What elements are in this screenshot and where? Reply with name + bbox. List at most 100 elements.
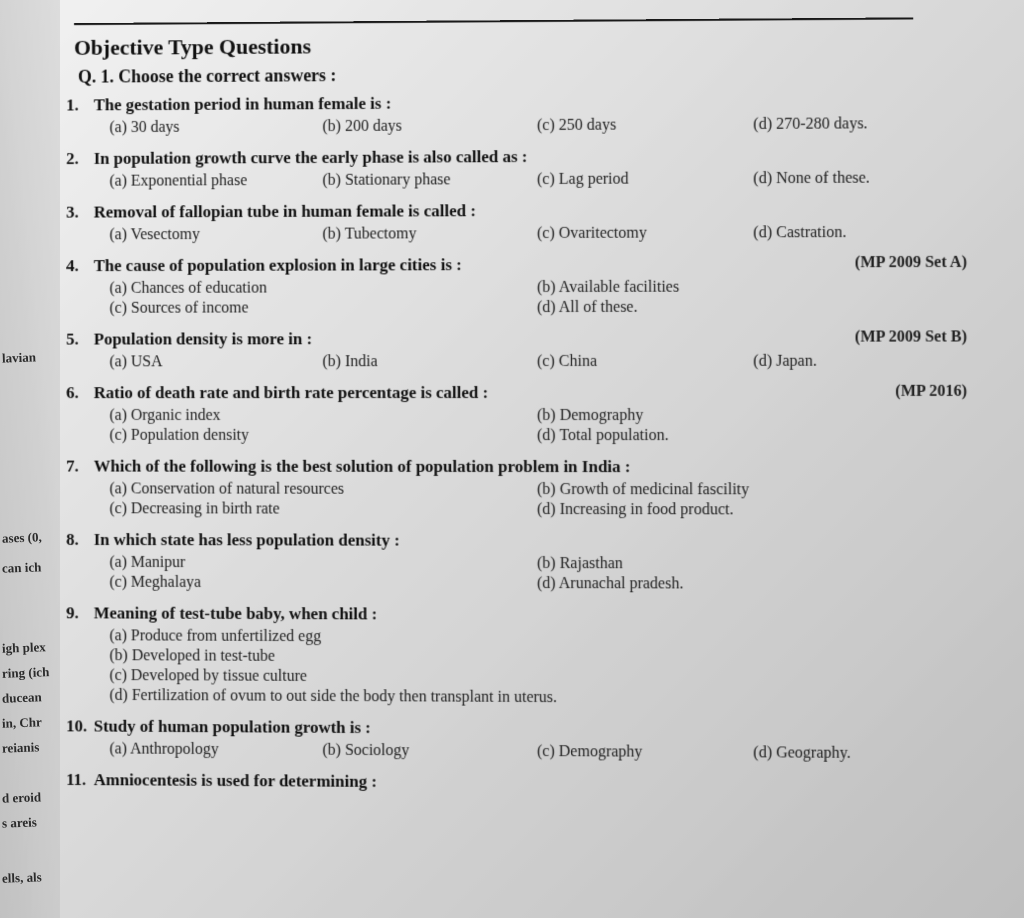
question-block: 9.Meaning of test-tube baby, when child … <box>74 603 1007 711</box>
option: (c) Meghalaya <box>109 574 537 593</box>
options-row: (a) Produce from unfertilized egg(b) Dev… <box>94 627 1008 711</box>
option: (d) Increasing in food product. <box>537 501 971 520</box>
content-area: Objective Type Questions Q. 1. Choose th… <box>74 17 1007 806</box>
question-number: 11. <box>66 770 86 790</box>
option: (a) Produce from unfertilized egg <box>109 627 1007 649</box>
options-row: (a) Exponential phase(b) Stationary phas… <box>94 169 1008 193</box>
question-block: 3.Removal of fallopian tube in human fem… <box>74 199 1007 246</box>
option: (c) Developed by tissue culture <box>109 667 1007 689</box>
option: (a) Organic index <box>109 407 537 425</box>
option: (c) Demography <box>537 743 753 762</box>
option: (d) Castration. <box>753 224 971 243</box>
option: (c) China <box>537 353 753 371</box>
option: (b) Demography <box>537 407 971 425</box>
option: (c) Lag period <box>537 170 753 189</box>
question-block: 6.Ratio of death rate and birth rate per… <box>74 383 1007 448</box>
question-stem: Amniocentesis is used for determining : <box>94 770 377 791</box>
option: (a) Exponential phase <box>109 172 322 191</box>
question-text: 11.Amniocentesis is used for determining… <box>94 770 1008 796</box>
question-stem: Study of human population growth is : <box>94 717 371 737</box>
questions-container: 1.The gestation period in human female i… <box>74 90 1007 796</box>
section-heading: Objective Type Questions <box>74 29 1007 61</box>
margin-label: igh plex <box>2 639 46 657</box>
option: (a) Vesectomy <box>109 226 322 245</box>
option: (d) Arunachal pradesh. <box>537 575 971 594</box>
option: (c) Population density <box>109 427 537 445</box>
divider-line <box>74 17 913 25</box>
question-stem: Which of the following is the best solut… <box>94 457 631 476</box>
question-stem: The gestation period in human female is … <box>94 94 392 115</box>
question-block: 10.Study of human population growth is :… <box>74 717 1007 766</box>
option: (d) All of these. <box>537 298 971 317</box>
question-stem: In which state has less population densi… <box>94 530 400 550</box>
margin-label: ells, als <box>2 869 42 886</box>
question-stem: Population density is more in : <box>94 329 312 348</box>
option: (b) Available facilities <box>537 278 971 297</box>
options-row: (a) Conservation of natural resources(b)… <box>94 480 1008 521</box>
options-row: (a) Anthropology(b) Sociology(c) Demogra… <box>94 740 1008 765</box>
option: (a) Anthropology <box>109 741 322 760</box>
question-number: 9. <box>66 603 79 623</box>
page-surface: lavian ases (0, can ich igh plex ring (i… <box>0 0 1024 918</box>
option: (c) Decreasing in birth rate <box>109 500 537 519</box>
question-number: 2. <box>66 149 79 169</box>
option: (a) USA <box>109 353 322 371</box>
margin-label: ducean <box>2 689 42 706</box>
question-number: 5. <box>66 330 79 350</box>
margin-label: in, Chr <box>2 714 42 731</box>
question-text: 1.The gestation period in human female i… <box>94 90 1008 115</box>
option: (b) Growth of medicinal fascility <box>537 481 971 500</box>
options-row: (a) USA(b) India(c) China(d) Japan. <box>94 353 1008 374</box>
option: (b) Sociology <box>322 742 537 761</box>
options-row: (a) Manipur(b) Rajasthan(c) Meghalaya(d)… <box>94 554 1008 597</box>
margin-label: s areis <box>2 814 37 831</box>
option: (b) India <box>322 353 537 371</box>
question-stem: In population growth curve the early pha… <box>94 147 528 168</box>
option: (c) 250 days <box>537 116 753 135</box>
question-block: 11.Amniocentesis is used for determining… <box>74 770 1007 796</box>
margin-label: d eroid <box>2 789 42 806</box>
options-row: (a) Vesectomy(b) Tubectomy(c) Ovaritecto… <box>94 223 1008 246</box>
option: (b) Developed in test-tube <box>109 647 1007 669</box>
options-row: (a) Chances of education(b) Available fa… <box>94 278 1008 320</box>
left-margin-shadow <box>0 0 60 918</box>
options-row: (a) 30 days(b) 200 days(c) 250 days(d) 2… <box>94 115 1008 140</box>
margin-label: ases (0, <box>2 529 42 546</box>
question-text: 5.Population density is more in :(MP 200… <box>94 328 1008 349</box>
option: (c) Ovaritectomy <box>537 224 753 243</box>
instruction-subheading: Q. 1. Choose the correct answers : <box>74 61 1007 87</box>
option: (a) Manipur <box>109 554 537 573</box>
question-stem: Meaning of test-tube baby, when child : <box>94 604 377 624</box>
margin-label: lavian <box>2 349 37 366</box>
question-block: 4.The cause of population explosion in l… <box>74 254 1007 320</box>
option: (d) Geography. <box>753 744 971 763</box>
question-text: 7.Which of the following is the best sol… <box>94 457 1008 478</box>
question-text: 10.Study of human population growth is : <box>94 717 1008 742</box>
question-text: 8.In which state has less population den… <box>94 530 1008 552</box>
question-number: 7. <box>66 457 79 477</box>
option: (a) 30 days <box>109 118 322 137</box>
option: (a) Chances of education <box>109 279 537 298</box>
question-block: 5.Population density is more in :(MP 200… <box>74 328 1007 373</box>
question-number: 8. <box>66 530 79 550</box>
option: (d) 270-280 days. <box>753 115 971 134</box>
question-block: 1.The gestation period in human female i… <box>74 90 1007 139</box>
question-text: 2.In population growth curve the early p… <box>94 145 1008 169</box>
question-text: 4.The cause of population explosion in l… <box>94 254 1008 276</box>
question-block: 2.In population growth curve the early p… <box>74 145 1007 193</box>
option: (a) Conservation of natural resources <box>109 480 537 499</box>
option: (d) Total population. <box>537 427 971 445</box>
option: (c) Sources of income <box>109 299 537 318</box>
question-stem: The cause of population explosion in lar… <box>94 255 462 275</box>
question-stem: Ratio of death rate and birth rate perce… <box>94 383 489 402</box>
option: (b) Stationary phase <box>322 171 537 190</box>
question-number: 1. <box>66 96 79 116</box>
question-number: 4. <box>66 256 79 276</box>
question-number: 6. <box>66 383 79 403</box>
question-number: 3. <box>66 203 79 223</box>
option: (d) None of these. <box>753 169 971 188</box>
options-row: (a) Organic index(b) Demography(c) Popul… <box>94 407 1008 447</box>
question-context: (MP 2009 Set B) <box>855 328 967 346</box>
margin-label: can ich <box>2 559 42 576</box>
question-stem: Removal of fallopian tube in human femal… <box>94 201 476 221</box>
